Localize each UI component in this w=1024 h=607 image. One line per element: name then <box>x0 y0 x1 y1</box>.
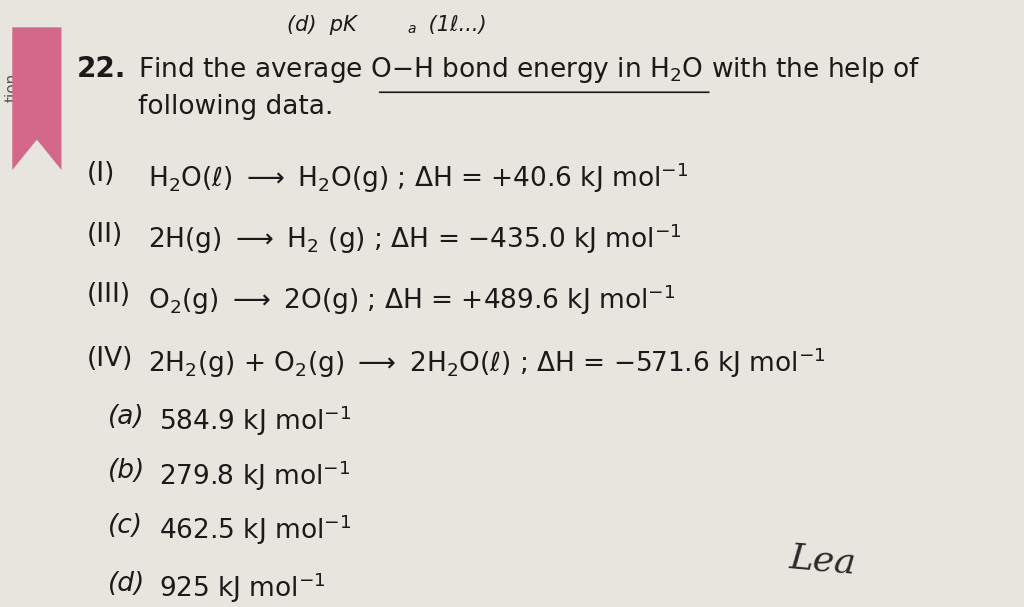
Text: (III): (III) <box>87 282 131 308</box>
Text: 22.: 22. <box>77 55 126 83</box>
Text: (I): (I) <box>87 161 116 187</box>
Text: 584.9 kJ mol$^{-1}$: 584.9 kJ mol$^{-1}$ <box>159 404 351 438</box>
Text: 2H(g) $\longrightarrow$ H$_2$ (g) ; $\Delta$H = $-$435.0 kJ mol$^{-1}$: 2H(g) $\longrightarrow$ H$_2$ (g) ; $\De… <box>148 222 682 256</box>
Text: (II): (II) <box>87 222 123 248</box>
Text: (c): (c) <box>108 513 142 539</box>
Text: (a): (a) <box>108 404 144 430</box>
Text: 2H$_2$(g) + O$_2$(g) $\longrightarrow$ 2H$_2$O($\ell$) ; $\Delta$H = $-$571.6 kJ: 2H$_2$(g) + O$_2$(g) $\longrightarrow$ 2… <box>148 346 826 381</box>
Text: 462.5 kJ mol$^{-1}$: 462.5 kJ mol$^{-1}$ <box>159 513 351 548</box>
Text: 279.8 kJ mol$^{-1}$: 279.8 kJ mol$^{-1}$ <box>159 458 350 493</box>
Text: Find the average O$-$H bond energy in H$_2$O with the help of: Find the average O$-$H bond energy in H$… <box>138 55 921 84</box>
Text: (IV): (IV) <box>87 346 133 372</box>
Text: (d)  pK: (d) pK <box>287 15 356 35</box>
Text: (d): (d) <box>108 571 144 597</box>
Text: (1ℓ...): (1ℓ...) <box>422 15 486 35</box>
Text: following data.: following data. <box>138 94 334 120</box>
Text: O$_2$(g) $\longrightarrow$ 2O(g) ; $\Delta$H = +489.6 kJ mol$^{-1}$: O$_2$(g) $\longrightarrow$ 2O(g) ; $\Del… <box>148 282 676 317</box>
Text: (b): (b) <box>108 458 144 484</box>
Text: Lea: Lea <box>788 540 858 580</box>
Text: 925 kJ mol$^{-1}$: 925 kJ mol$^{-1}$ <box>159 571 326 605</box>
Text: tion: tion <box>5 73 20 102</box>
Text: H$_2$O($\ell$) $\longrightarrow$ H$_2$O(g) ; $\Delta$H = +40.6 kJ mol$^{-1}$: H$_2$O($\ell$) $\longrightarrow$ H$_2$O(… <box>148 161 689 195</box>
Polygon shape <box>12 27 61 170</box>
Text: a: a <box>408 22 416 36</box>
